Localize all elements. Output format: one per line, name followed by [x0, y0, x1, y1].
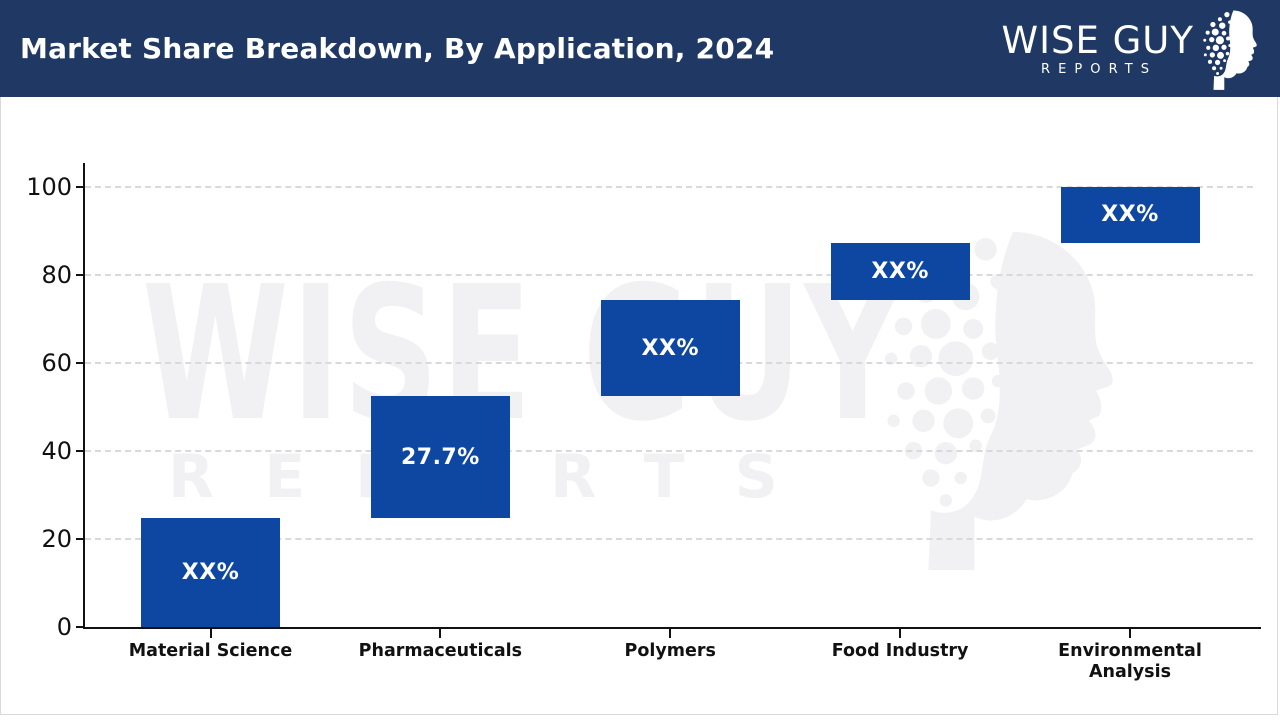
x-category-label-polymers: Polymers	[624, 641, 716, 661]
y-tickmark-40	[76, 450, 84, 452]
bar-pharmaceuticals: 27.7%	[370, 396, 510, 519]
x-category-label-pharmaceuticals: Pharmaceuticals	[358, 641, 523, 661]
x-tickmark-food-industry	[899, 629, 902, 638]
x-category-label-material-science: Material Science	[128, 641, 293, 661]
bar-value-label-material-science: XX%	[181, 560, 240, 586]
y-tickmark-100	[76, 186, 84, 188]
bar-material-science: XX%	[141, 518, 280, 627]
x-category-label-food-industry: Food Industry	[831, 641, 969, 661]
brand-subtitle-text: REPORTS	[1041, 61, 1158, 77]
gridline-80	[85, 274, 1253, 276]
page-title: Market Share Breakdown, By Application, …	[20, 32, 775, 65]
bar-value-label-polymers: XX%	[641, 335, 699, 361]
y-axis-line	[83, 163, 85, 629]
watermark-brand-text: WISE GUY	[142, 246, 904, 462]
brand-wordmark: WISE GUY REPORTS	[1002, 22, 1194, 76]
bar-environmental-analysis: XX%	[1060, 187, 1200, 243]
bar-value-label-pharmaceuticals: 27.7%	[400, 444, 480, 470]
y-tickmark-80	[76, 274, 84, 276]
y-tick-label-20: 20	[41, 525, 72, 553]
bar-polymers: XX%	[600, 300, 740, 397]
brand-name-text: WISE GUY	[1001, 18, 1194, 62]
y-tick-label-80: 80	[41, 261, 72, 289]
header-bar: Market Share Breakdown, By Application, …	[0, 0, 1280, 97]
x-tickmark-polymers	[669, 629, 672, 638]
y-tick-label-100: 100	[26, 173, 72, 201]
y-tick-label-60: 60	[41, 349, 72, 377]
gridline-20	[85, 538, 1253, 540]
x-axis-line	[83, 627, 1261, 629]
x-tickmark-material-science	[209, 629, 212, 638]
y-tickmark-0	[76, 626, 84, 628]
bar-value-label-environmental-analysis: XX%	[1101, 202, 1159, 228]
y-tickmark-20	[76, 538, 84, 540]
bar-food-industry: XX%	[830, 242, 970, 301]
brand-logo: WISE GUY REPORTS	[1002, 8, 1266, 90]
y-tick-label-0: 0	[56, 613, 72, 641]
gridline-100	[85, 186, 1253, 188]
bar-value-label-food-industry: XX%	[871, 258, 929, 284]
y-tick-label-40: 40	[41, 437, 72, 465]
x-tickmark-pharmaceuticals	[439, 629, 442, 638]
x-tickmark-environmental-analysis	[1129, 629, 1131, 638]
gridline-40	[85, 450, 1253, 452]
y-tickmark-60	[76, 362, 84, 364]
x-category-label-environmental-analysis: Environmental Analysis	[1058, 641, 1202, 683]
